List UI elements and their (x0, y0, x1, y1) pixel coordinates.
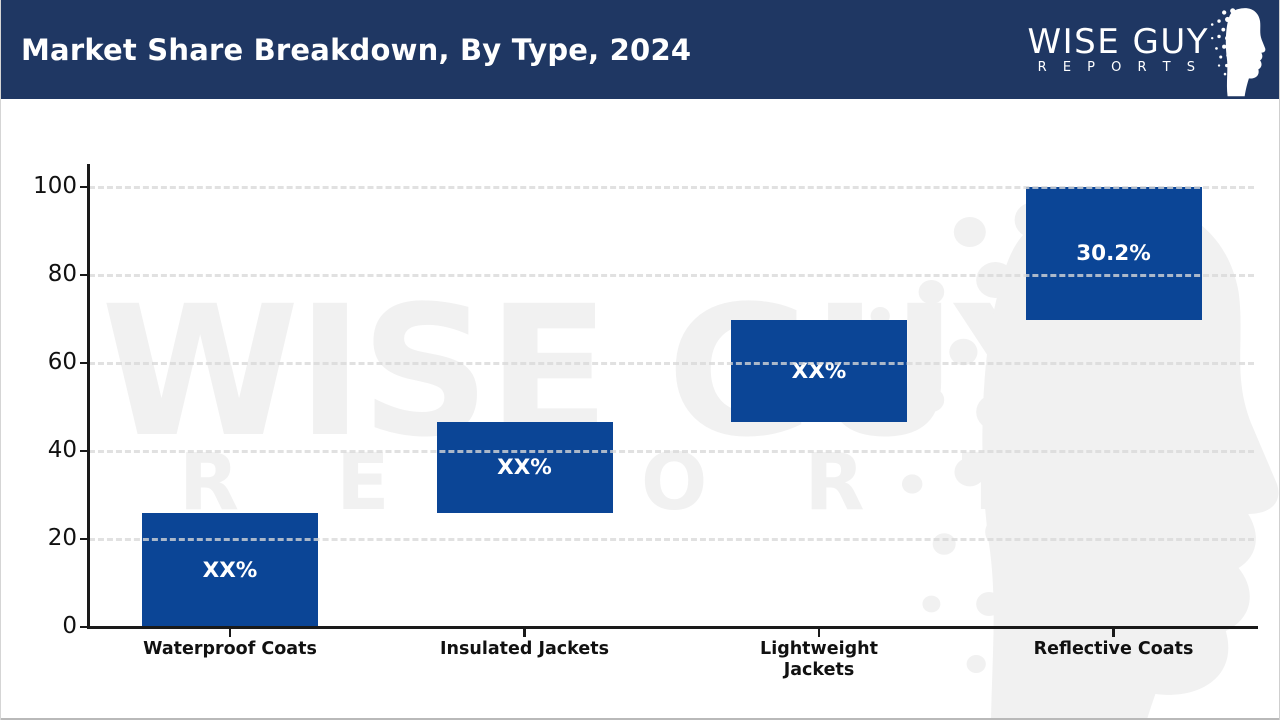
x-category-label: Lightweight Jackets (760, 639, 878, 680)
x-category-label: Insulated Jackets (439, 639, 610, 659)
gridline (89, 449, 1254, 453)
y-tick (80, 273, 88, 277)
y-tick-label: 0 (62, 613, 77, 639)
bar-segment: XX% (142, 513, 318, 627)
y-tick-label: 40 (47, 437, 77, 463)
x-category-label: Reflective Coats (1033, 639, 1194, 659)
gridline (89, 185, 1254, 189)
bar-value-label: XX% (497, 455, 552, 481)
bar-segment: XX% (731, 319, 907, 423)
x-tick (817, 628, 821, 637)
bottom-border (1, 718, 1279, 720)
y-tick (80, 361, 88, 365)
y-tick-label: 20 (47, 525, 77, 551)
x-category-label: Waterproof Coats (143, 639, 317, 659)
x-tick (1112, 628, 1115, 637)
bar-value-label: 30.2% (1076, 240, 1151, 266)
gridline (89, 361, 1254, 365)
header-bar: Market Share Breakdown, By Type, 2024 WI… (1, 0, 1279, 99)
gridline (89, 273, 1254, 277)
plot-area: 0 20 40 60 80 100 XX% Waterproof Coats XX% Insula… (1, 99, 1279, 720)
y-axis-line (87, 164, 90, 628)
y-tick (80, 185, 88, 189)
bar-segment: 30.2% (1025, 187, 1202, 320)
x-tick (228, 628, 232, 637)
y-tick-label: 80 (47, 261, 77, 287)
wise-guy-logo: WISE GUY R E P O R T S (1011, 0, 1271, 99)
x-tick (523, 628, 526, 637)
y-tick-label: 60 (47, 349, 77, 375)
logo-subtitle: R E P O R T S (1037, 60, 1201, 75)
page-title: Market Share Breakdown, By Type, 2024 (21, 32, 692, 67)
y-tick-label: 100 (33, 173, 77, 199)
gridline (89, 537, 1254, 541)
bar-value-label: XX% (202, 557, 258, 583)
logo-name: WISE GUY (1027, 22, 1209, 62)
bar-segment: XX% (436, 422, 613, 514)
logo-face-icon (1210, 8, 1266, 97)
y-tick (80, 625, 88, 629)
y-tick (80, 449, 88, 453)
y-tick (80, 537, 88, 541)
x-axis-line (87, 625, 1258, 629)
